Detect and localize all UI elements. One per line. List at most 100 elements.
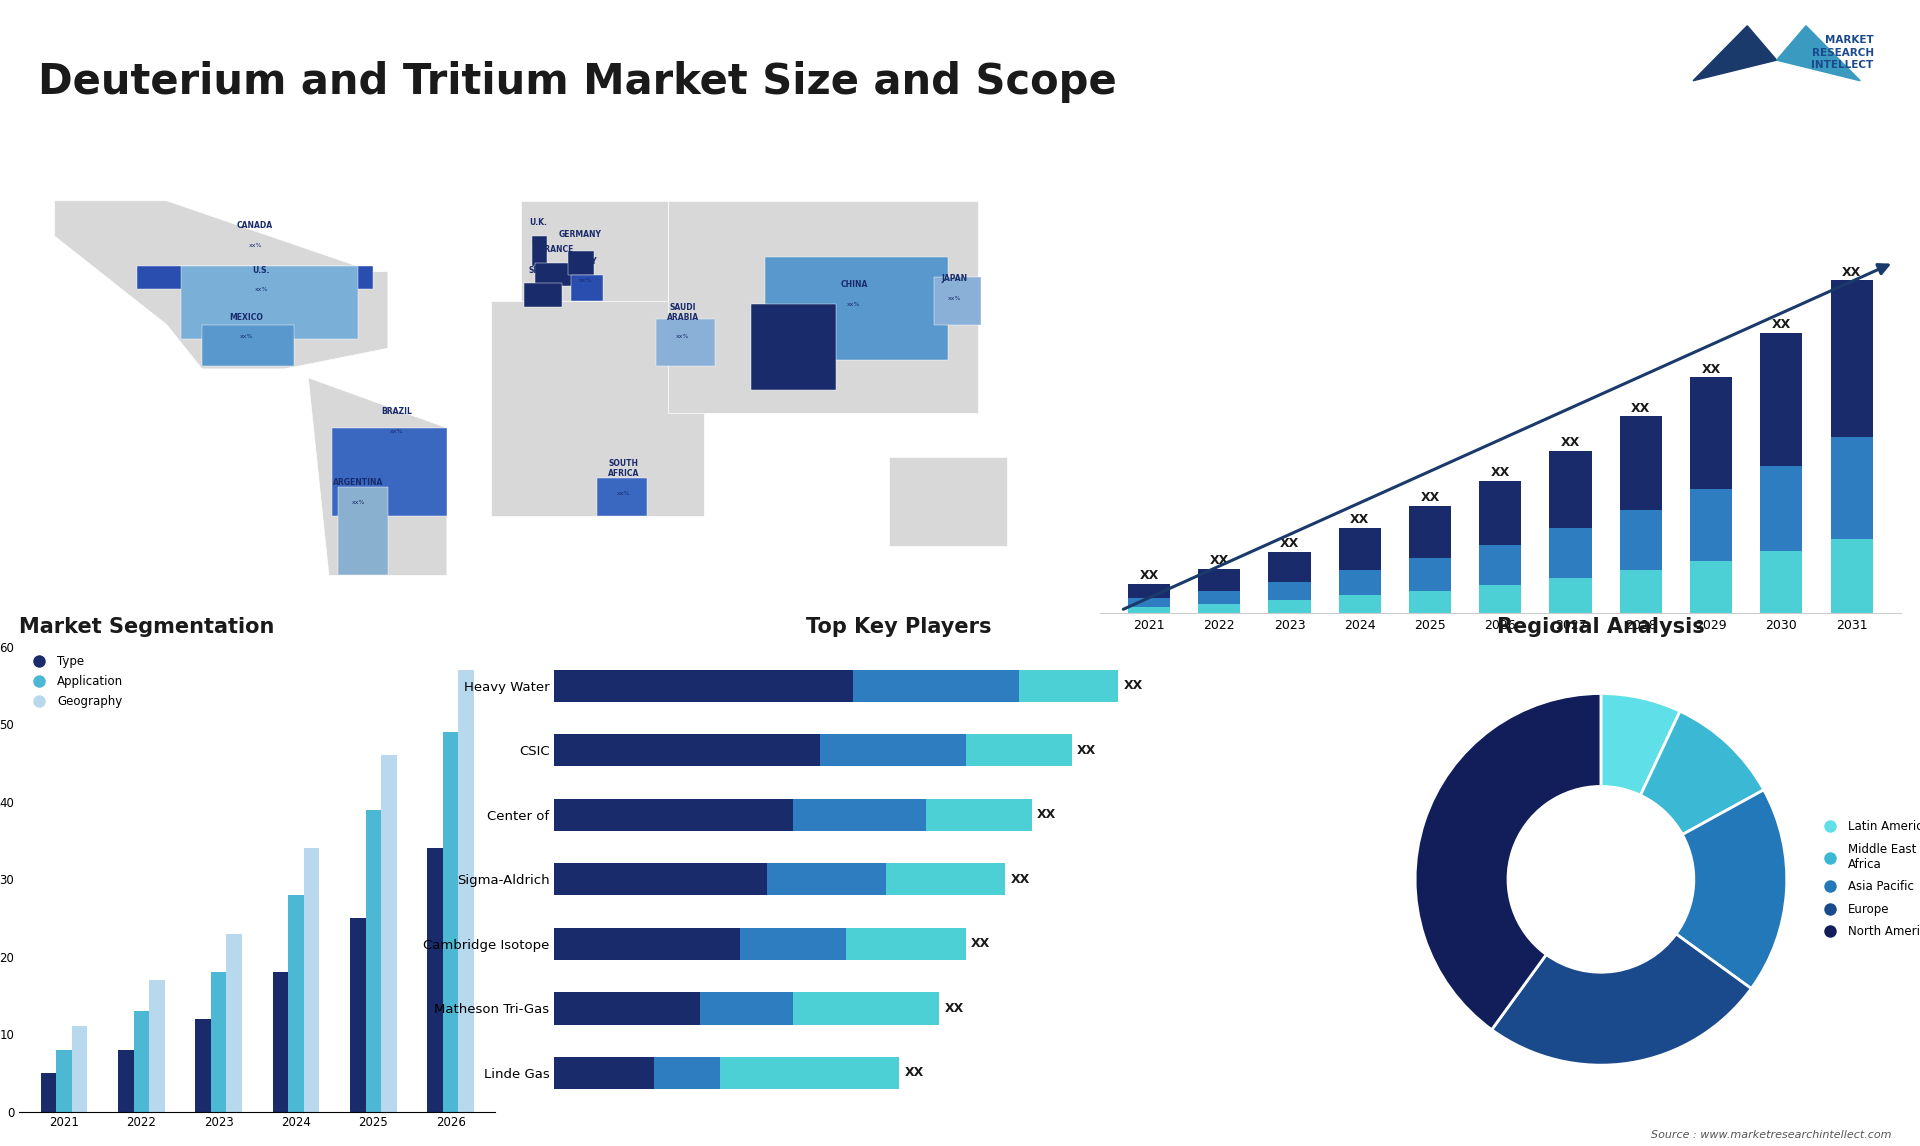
Text: ITALY: ITALY (574, 257, 597, 266)
Text: XX: XX (1490, 465, 1509, 479)
Title: Regional Analysis: Regional Analysis (1498, 618, 1705, 637)
Bar (852, 669, 1020, 701)
Bar (555, 799, 793, 831)
Bar (227, 934, 242, 1112)
Bar (555, 992, 701, 1025)
Bar (847, 928, 966, 960)
Text: GERMANY: GERMANY (559, 230, 601, 240)
Bar (273, 972, 288, 1112)
Bar (1549, 450, 1592, 528)
Text: XX: XX (1077, 744, 1096, 756)
Text: XX: XX (1350, 513, 1369, 526)
Polygon shape (751, 304, 837, 390)
Text: XX: XX (1701, 362, 1720, 376)
Bar (739, 928, 847, 960)
Text: xx%: xx% (240, 335, 253, 339)
Text: XX: XX (1281, 537, 1300, 550)
Text: Source : www.marketresearchintellect.com: Source : www.marketresearchintellect.com (1651, 1130, 1891, 1140)
Text: XX: XX (1010, 873, 1029, 886)
Title: Top Key Players: Top Key Players (806, 618, 991, 637)
Bar (793, 799, 925, 831)
Text: XX: XX (1841, 266, 1860, 278)
Text: XX: XX (1421, 492, 1440, 504)
Bar (303, 848, 319, 1112)
Polygon shape (933, 277, 981, 324)
Polygon shape (524, 283, 563, 307)
Text: xx%: xx% (780, 340, 793, 345)
Polygon shape (54, 201, 388, 369)
Text: XX: XX (1772, 317, 1791, 331)
Bar (1338, 596, 1380, 613)
Text: XX: XX (1632, 401, 1651, 415)
Text: xx%: xx% (676, 335, 689, 339)
Bar (1830, 539, 1872, 613)
Polygon shape (332, 427, 447, 517)
Bar (380, 755, 397, 1112)
Bar (1761, 551, 1803, 613)
Polygon shape (657, 319, 716, 366)
Text: xx%: xx% (534, 288, 547, 292)
Text: xx%: xx% (390, 429, 403, 434)
Bar (1690, 377, 1732, 489)
Text: XX: XX (1561, 435, 1580, 449)
Bar (365, 810, 380, 1112)
Bar (820, 735, 966, 767)
Bar (555, 1057, 655, 1089)
Bar (40, 1073, 56, 1112)
Text: MEXICO: MEXICO (228, 313, 263, 322)
Bar (925, 799, 1031, 831)
Text: xx%: xx% (578, 278, 591, 283)
Bar (1338, 528, 1380, 570)
Wedge shape (1415, 693, 1601, 1029)
Text: CHINA: CHINA (841, 281, 868, 289)
Bar (1269, 601, 1311, 613)
Bar (1620, 416, 1663, 510)
Text: SAUDI
ARABIA: SAUDI ARABIA (666, 303, 699, 322)
Text: xx%: xx% (549, 267, 563, 272)
Bar (1549, 528, 1592, 578)
Text: XX: XX (1123, 680, 1142, 692)
Bar (288, 895, 303, 1112)
Bar (793, 992, 939, 1025)
Polygon shape (766, 257, 948, 360)
Bar (1830, 281, 1872, 438)
Text: xx%: xx% (847, 301, 860, 307)
Bar (71, 1027, 86, 1112)
Bar (1269, 552, 1311, 582)
Bar (1478, 544, 1521, 584)
Bar (459, 670, 474, 1112)
Bar (428, 848, 444, 1112)
Text: ARGENTINA: ARGENTINA (334, 478, 384, 487)
Polygon shape (532, 236, 547, 266)
Bar (1549, 578, 1592, 613)
Polygon shape (570, 275, 603, 301)
Text: Deuterium and Tritium Market Size and Scope: Deuterium and Tritium Market Size and Sc… (38, 61, 1117, 103)
Bar (766, 863, 885, 895)
Polygon shape (668, 201, 977, 414)
Text: CANADA: CANADA (236, 221, 273, 230)
Bar (555, 928, 739, 960)
Bar (150, 980, 165, 1112)
Bar (1198, 568, 1240, 591)
Text: xx%: xx% (532, 240, 545, 245)
Bar (211, 972, 227, 1112)
Wedge shape (1601, 693, 1680, 795)
Bar (555, 669, 852, 701)
Text: JAPAN: JAPAN (941, 274, 968, 283)
Text: INDIA: INDIA (774, 319, 799, 328)
Bar (196, 1019, 211, 1112)
Text: Market Segmentation: Market Segmentation (19, 618, 275, 637)
Wedge shape (1492, 934, 1751, 1065)
Bar (555, 863, 766, 895)
Bar (1620, 510, 1663, 570)
Text: SOUTH
AFRICA: SOUTH AFRICA (609, 460, 639, 478)
Polygon shape (597, 478, 647, 517)
Bar (1478, 480, 1521, 544)
Text: BRAZIL: BRAZIL (382, 407, 413, 416)
Polygon shape (568, 251, 595, 275)
Wedge shape (1640, 712, 1764, 834)
Bar (885, 863, 1006, 895)
Bar (1761, 465, 1803, 551)
Bar (349, 918, 365, 1112)
Text: XX: XX (904, 1067, 924, 1080)
